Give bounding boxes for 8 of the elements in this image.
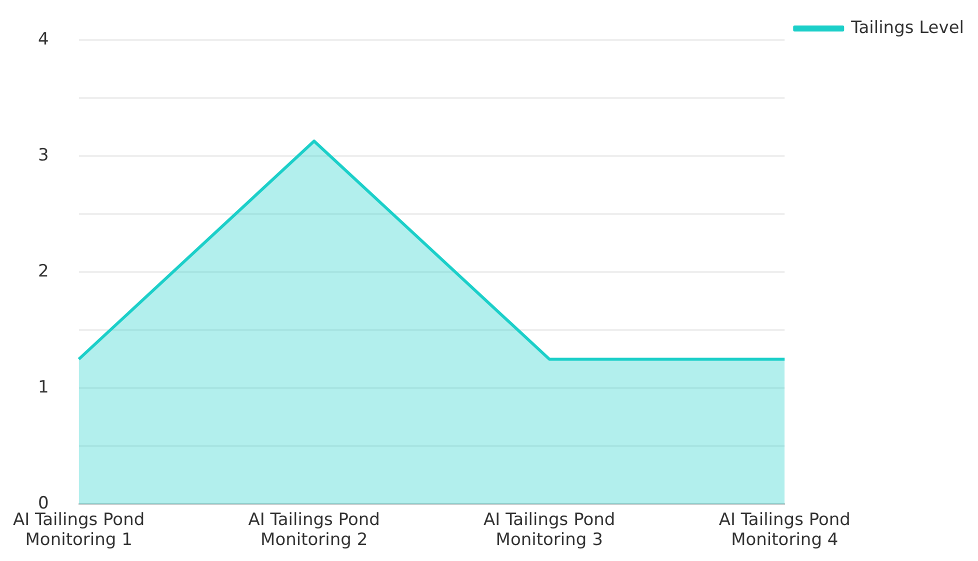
legend-label: Tailings Level bbox=[850, 18, 964, 38]
x-tick-label: AI Tailings Pond Monitoring 2 bbox=[248, 510, 380, 550]
y-tick-label: 4 bbox=[38, 30, 49, 50]
y-tick-label: 2 bbox=[38, 262, 49, 282]
x-tick-label: AI Tailings Pond Monitoring 3 bbox=[484, 510, 616, 550]
y-tick-label: 3 bbox=[38, 146, 49, 166]
y-tick-label: 1 bbox=[38, 378, 49, 398]
x-tick-label: AI Tailings Pond Monitoring 4 bbox=[718, 510, 850, 550]
